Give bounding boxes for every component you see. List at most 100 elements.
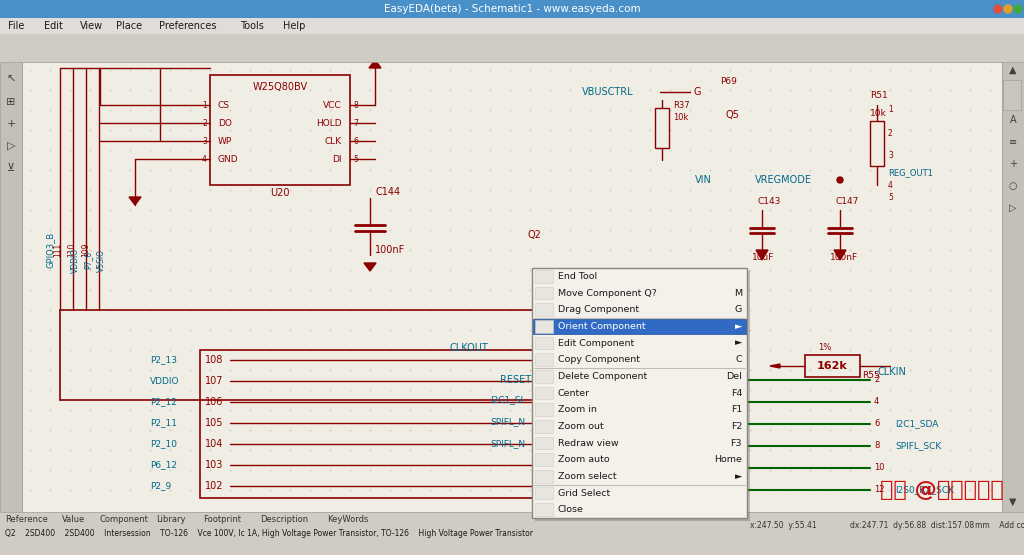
Text: Close: Close [558, 505, 584, 514]
Text: DI: DI [333, 154, 342, 164]
Text: EasyEDA(beta) - Schematic1 - www.easyeda.com: EasyEDA(beta) - Schematic1 - www.easyeda… [384, 4, 640, 14]
Text: 6: 6 [353, 137, 357, 145]
Text: ⊻: ⊻ [7, 163, 15, 173]
Text: 5: 5 [888, 193, 893, 201]
Text: GPIO3_B: GPIO3_B [45, 232, 54, 268]
Circle shape [837, 177, 843, 183]
Bar [535, 403, 553, 416]
Text: VBUSCTRL: VBUSCTRL [582, 87, 634, 97]
Circle shape [994, 5, 1002, 13]
Text: ▼: ▼ [1010, 497, 1017, 507]
Bar [535, 270, 553, 282]
Text: 103: 103 [205, 460, 223, 470]
Bar [535, 304, 553, 316]
Text: ▲: ▲ [1010, 65, 1017, 75]
Bar [1002, 62, 1024, 512]
Text: F4: F4 [731, 388, 742, 397]
Bar [565, 435, 645, 451]
Text: 10: 10 [874, 463, 885, 472]
Text: SPIFL_N: SPIFL_N [490, 440, 525, 448]
Text: I2S0_RX_SCK: I2S0_RX_SCK [895, 486, 954, 495]
Bar [535, 387, 553, 400]
Text: ≡: ≡ [1009, 137, 1017, 147]
Bar [0, 62, 22, 512]
Text: 7: 7 [353, 119, 357, 128]
Text: Center: Center [558, 388, 590, 397]
Text: 108: 108 [205, 355, 223, 365]
Text: 2: 2 [888, 129, 893, 138]
Polygon shape [770, 364, 780, 368]
Text: 109: 109 [82, 243, 90, 258]
Text: SPIFL_N: SPIFL_N [490, 417, 525, 426]
Text: DO: DO [218, 119, 231, 128]
Text: CLKIN: CLKIN [878, 367, 907, 377]
Bar [565, 414, 645, 430]
Text: 111: 111 [53, 243, 62, 257]
Text: Redraw view: Redraw view [558, 438, 618, 447]
Text: 162k: 162k [816, 361, 848, 371]
Polygon shape [369, 60, 381, 68]
Text: 1: 1 [888, 105, 893, 114]
Text: 10k: 10k [673, 114, 688, 123]
Text: SPIFL_SCK: SPIFL_SCK [895, 441, 941, 451]
Text: VDDIO: VDDIO [71, 248, 80, 273]
Bar [22, 62, 1002, 512]
Text: Tools: Tools [240, 21, 264, 31]
Text: ○: ○ [1009, 181, 1017, 191]
Bar [534, 319, 746, 334]
Text: 10k: 10k [870, 108, 887, 118]
Text: Place: Place [116, 21, 142, 31]
Text: 4: 4 [874, 397, 880, 406]
Text: C: C [735, 355, 742, 364]
Text: P2_13: P2_13 [565, 356, 592, 365]
Text: P7_0: P7_0 [84, 251, 92, 269]
Text: 3: 3 [202, 137, 207, 145]
Text: P69: P69 [720, 78, 737, 87]
Bar [0, 512, 1024, 555]
Text: F1: F1 [731, 405, 742, 414]
Text: C144: C144 [375, 187, 400, 197]
Bar [535, 370, 553, 382]
Circle shape [677, 465, 683, 472]
Text: Description: Description [260, 516, 308, 524]
Bar [0, 18, 1024, 34]
Bar [655, 108, 669, 148]
Bar [535, 271, 750, 521]
Text: pins on P20.: pins on P20. [650, 400, 718, 410]
Bar [535, 453, 553, 466]
Bar [1002, 80, 1021, 110]
Text: R55: R55 [862, 371, 880, 381]
Polygon shape [129, 197, 141, 205]
Text: ⊞: ⊞ [6, 97, 15, 107]
Polygon shape [834, 250, 846, 260]
Text: A: A [1010, 115, 1016, 125]
Text: RESET: RESET [500, 375, 531, 385]
Bar [535, 337, 553, 349]
Circle shape [1004, 5, 1012, 13]
Bar [0, 0, 1024, 18]
Text: I2C1_SDA: I2C1_SDA [895, 420, 938, 428]
Text: VDDIO: VDDIO [150, 376, 179, 386]
Text: VCC: VCC [365, 45, 385, 55]
Text: HOLD: HOLD [316, 119, 342, 128]
Text: P2_11: P2_11 [150, 418, 177, 427]
Text: ▷: ▷ [7, 141, 15, 151]
Circle shape [557, 441, 563, 447]
Text: P2_12: P2_12 [150, 397, 177, 406]
Text: Component: Component [99, 516, 147, 524]
Bar [805, 355, 860, 377]
Text: P6_12: P6_12 [150, 461, 177, 470]
Text: Zoom auto: Zoom auto [558, 455, 609, 464]
Text: End Tool: End Tool [558, 272, 597, 281]
Text: 5: 5 [353, 154, 357, 164]
Bar [535, 503, 553, 516]
Text: R51: R51 [870, 90, 888, 99]
Circle shape [677, 442, 683, 450]
Text: P2_10: P2_10 [150, 440, 177, 448]
Text: V5SIO: V5SIO [96, 249, 105, 271]
Text: 106: 106 [205, 397, 223, 407]
Text: 6: 6 [874, 420, 880, 428]
Text: WP: WP [218, 137, 232, 145]
Text: R37: R37 [673, 100, 689, 109]
Text: Library: Library [156, 516, 185, 524]
